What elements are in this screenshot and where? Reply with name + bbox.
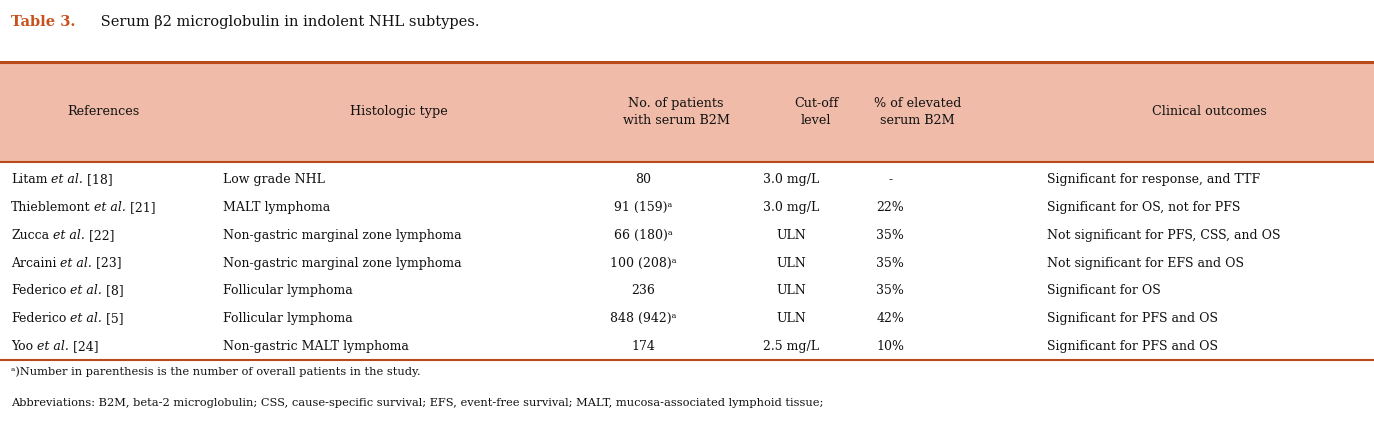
Text: ULN: ULN bbox=[776, 256, 807, 270]
Text: Non-gastric marginal zone lymphoma: Non-gastric marginal zone lymphoma bbox=[223, 229, 462, 242]
Text: 66 (180)ᵃ: 66 (180)ᵃ bbox=[614, 229, 672, 242]
Text: 2.5 mg/L: 2.5 mg/L bbox=[764, 340, 819, 353]
Text: et al.: et al. bbox=[66, 284, 102, 297]
Text: [8]: [8] bbox=[102, 284, 124, 297]
Text: ULN: ULN bbox=[776, 312, 807, 325]
Text: Not significant for PFS, CSS, and OS: Not significant for PFS, CSS, and OS bbox=[1047, 229, 1281, 242]
Text: % of elevated
serum B2M: % of elevated serum B2M bbox=[874, 97, 962, 127]
Text: 236: 236 bbox=[631, 284, 655, 297]
Text: [22]: [22] bbox=[85, 229, 114, 242]
Text: [5]: [5] bbox=[102, 312, 124, 325]
Text: Significant for PFS and OS: Significant for PFS and OS bbox=[1047, 312, 1217, 325]
Text: -: - bbox=[888, 173, 893, 187]
Text: 174: 174 bbox=[631, 340, 655, 353]
Text: Clinical outcomes: Clinical outcomes bbox=[1151, 105, 1267, 118]
Text: 10%: 10% bbox=[877, 340, 904, 353]
Text: Not significant for EFS and OS: Not significant for EFS and OS bbox=[1047, 256, 1243, 270]
Text: [21]: [21] bbox=[126, 201, 157, 214]
Text: References: References bbox=[67, 105, 139, 118]
Text: Significant for OS: Significant for OS bbox=[1047, 284, 1161, 297]
Text: ULN: ULN bbox=[776, 229, 807, 242]
Text: Non-gastric marginal zone lymphoma: Non-gastric marginal zone lymphoma bbox=[223, 256, 462, 270]
Text: et al.: et al. bbox=[91, 201, 126, 214]
Text: 42%: 42% bbox=[877, 312, 904, 325]
Text: 22%: 22% bbox=[877, 201, 904, 214]
Text: Serum β2 microglobulin in indolent NHL subtypes.: Serum β2 microglobulin in indolent NHL s… bbox=[96, 15, 480, 29]
Text: Federico: Federico bbox=[11, 284, 66, 297]
Text: [24]: [24] bbox=[69, 340, 99, 353]
Text: Cut-off
level: Cut-off level bbox=[794, 97, 838, 127]
Text: Non-gastric MALT lymphoma: Non-gastric MALT lymphoma bbox=[223, 340, 408, 353]
Text: Yoo: Yoo bbox=[11, 340, 33, 353]
Text: Litam: Litam bbox=[11, 173, 48, 187]
Text: 3.0 mg/L: 3.0 mg/L bbox=[764, 173, 819, 187]
Text: Histologic type: Histologic type bbox=[349, 105, 448, 118]
Text: ULN: ULN bbox=[776, 284, 807, 297]
Text: et al.: et al. bbox=[48, 173, 84, 187]
Text: ᵃ)Number in parenthesis is the number of overall patients in the study.: ᵃ)Number in parenthesis is the number of… bbox=[11, 366, 420, 377]
Text: Low grade NHL: Low grade NHL bbox=[223, 173, 324, 187]
Text: Significant for OS, not for PFS: Significant for OS, not for PFS bbox=[1047, 201, 1241, 214]
Text: Abbreviations: B2M, beta-2 microglobulin; CSS, cause-specific survival; EFS, eve: Abbreviations: B2M, beta-2 microglobulin… bbox=[11, 398, 823, 408]
Text: 35%: 35% bbox=[877, 256, 904, 270]
Text: et al.: et al. bbox=[66, 312, 102, 325]
Text: Follicular lymphoma: Follicular lymphoma bbox=[223, 284, 352, 297]
Text: 848 (942)ᵃ: 848 (942)ᵃ bbox=[610, 312, 676, 325]
Text: Significant for PFS and OS: Significant for PFS and OS bbox=[1047, 340, 1217, 353]
Text: [18]: [18] bbox=[84, 173, 113, 187]
Text: 91 (159)ᵃ: 91 (159)ᵃ bbox=[614, 201, 672, 214]
Text: Significant for response, and TTF: Significant for response, and TTF bbox=[1047, 173, 1260, 187]
Text: 35%: 35% bbox=[877, 229, 904, 242]
Text: Thieblemont: Thieblemont bbox=[11, 201, 91, 214]
Text: 80: 80 bbox=[635, 173, 651, 187]
Text: Zucca: Zucca bbox=[11, 229, 49, 242]
Text: MALT lymphoma: MALT lymphoma bbox=[223, 201, 330, 214]
Text: Follicular lymphoma: Follicular lymphoma bbox=[223, 312, 352, 325]
Text: et al.: et al. bbox=[33, 340, 69, 353]
Text: Arcaini: Arcaini bbox=[11, 256, 56, 270]
Text: et al.: et al. bbox=[49, 229, 85, 242]
Text: 35%: 35% bbox=[877, 284, 904, 297]
Text: Federico: Federico bbox=[11, 312, 66, 325]
Text: 100 (208)ᵃ: 100 (208)ᵃ bbox=[610, 256, 676, 270]
Text: Table 3.: Table 3. bbox=[11, 15, 76, 29]
Text: [23]: [23] bbox=[92, 256, 122, 270]
Text: 3.0 mg/L: 3.0 mg/L bbox=[764, 201, 819, 214]
Text: No. of patients
with serum B2M: No. of patients with serum B2M bbox=[622, 97, 730, 127]
Text: et al.: et al. bbox=[56, 256, 92, 270]
FancyBboxPatch shape bbox=[0, 62, 1374, 162]
